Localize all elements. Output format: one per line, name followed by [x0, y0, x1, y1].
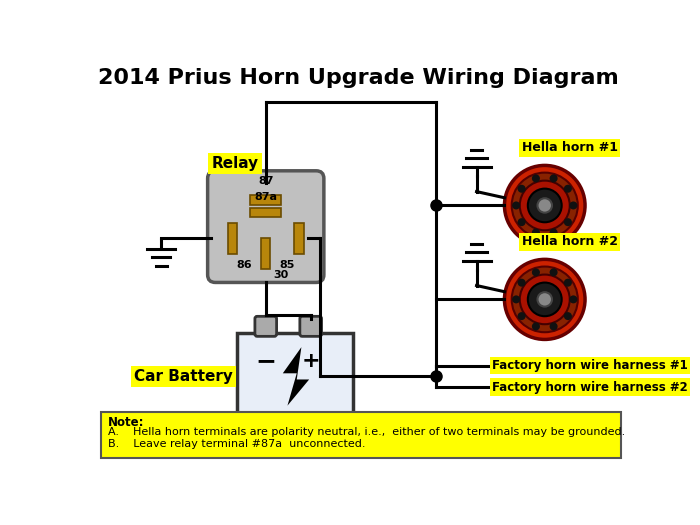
FancyBboxPatch shape	[255, 317, 276, 337]
Bar	[295, 223, 304, 254]
Text: 87a: 87a	[254, 192, 277, 202]
Circle shape	[505, 165, 585, 246]
Circle shape	[538, 292, 552, 307]
Circle shape	[505, 259, 585, 340]
Text: Hella horn #1: Hella horn #1	[522, 141, 617, 154]
Circle shape	[569, 202, 577, 209]
Text: 87: 87	[258, 176, 274, 186]
Bar	[261, 238, 270, 269]
Circle shape	[517, 218, 526, 226]
Polygon shape	[283, 347, 309, 406]
FancyBboxPatch shape	[208, 171, 324, 282]
Circle shape	[532, 174, 540, 182]
Text: Factory horn wire harness #1: Factory horn wire harness #1	[492, 359, 688, 372]
FancyBboxPatch shape	[300, 317, 321, 337]
Bar	[251, 208, 281, 217]
Circle shape	[512, 202, 520, 209]
Text: 30: 30	[274, 270, 288, 280]
Circle shape	[550, 268, 558, 276]
Circle shape	[532, 268, 540, 276]
Circle shape	[564, 279, 572, 287]
Circle shape	[532, 322, 540, 330]
Circle shape	[517, 279, 526, 287]
Circle shape	[520, 181, 570, 230]
Text: Hella horn #2: Hella horn #2	[522, 235, 617, 248]
Text: Relay: Relay	[211, 156, 258, 171]
Text: −: −	[256, 349, 276, 373]
Circle shape	[512, 173, 578, 238]
Circle shape	[564, 185, 572, 193]
Bar	[228, 223, 237, 254]
Circle shape	[532, 228, 540, 236]
Circle shape	[512, 296, 520, 303]
Circle shape	[550, 228, 558, 236]
Text: Car Battery: Car Battery	[134, 369, 233, 384]
Text: A.    Hella horn terminals are polarity neutral, i.e.,  either of two terminals : A. Hella horn terminals are polarity neu…	[108, 427, 625, 437]
Text: Note:: Note:	[108, 416, 144, 428]
Text: 86: 86	[237, 260, 252, 270]
FancyBboxPatch shape	[102, 412, 621, 458]
Circle shape	[517, 185, 526, 193]
Text: 2014 Prius Horn Upgrade Wiring Diagram: 2014 Prius Horn Upgrade Wiring Diagram	[99, 68, 619, 88]
Circle shape	[550, 322, 558, 330]
Text: +: +	[302, 351, 320, 371]
Circle shape	[550, 174, 558, 182]
FancyBboxPatch shape	[237, 332, 353, 421]
Circle shape	[538, 198, 552, 213]
Circle shape	[517, 312, 526, 320]
Circle shape	[512, 267, 578, 332]
Text: Factory horn wire harness #2: Factory horn wire harness #2	[492, 381, 688, 394]
Circle shape	[564, 312, 572, 320]
Bar	[251, 195, 281, 205]
Circle shape	[520, 275, 570, 324]
Text: 85: 85	[280, 260, 295, 270]
Circle shape	[564, 218, 572, 226]
Text: B.    Leave relay terminal #87a  unconnected.: B. Leave relay terminal #87a unconnected…	[108, 439, 365, 449]
Circle shape	[528, 282, 561, 316]
Circle shape	[528, 188, 561, 222]
Circle shape	[569, 296, 577, 303]
